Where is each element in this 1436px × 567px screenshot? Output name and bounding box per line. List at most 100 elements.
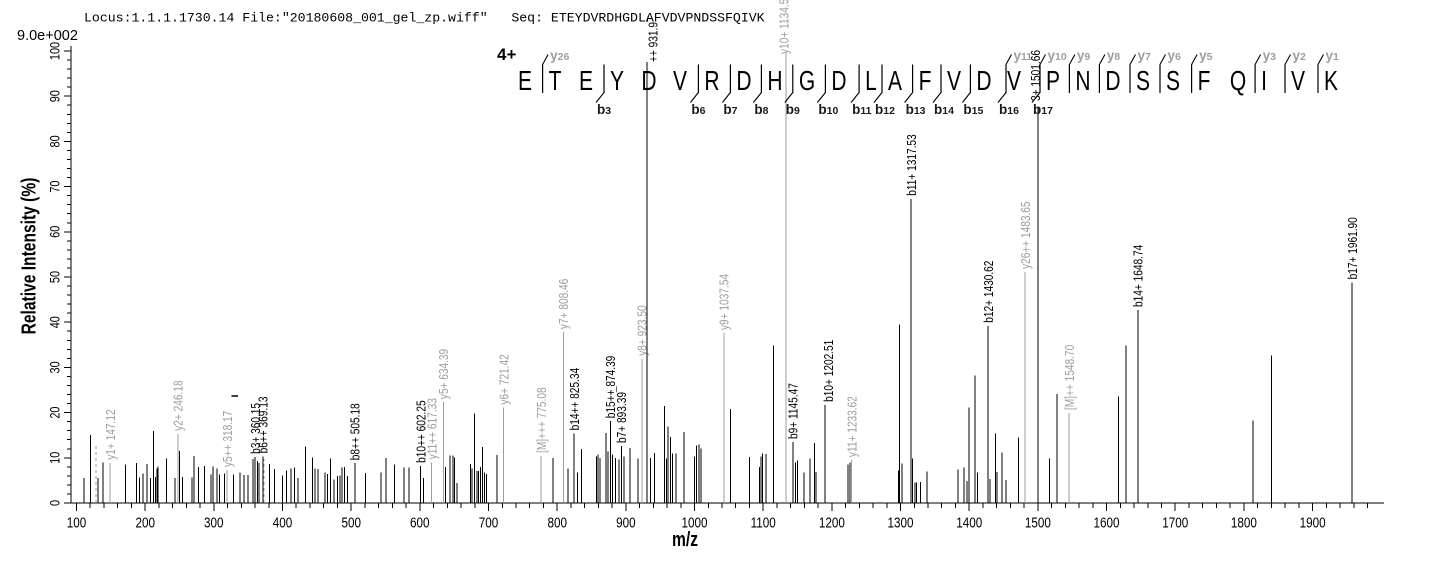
svg-text:40: 40 (47, 316, 63, 328)
svg-text:F: F (1198, 66, 1211, 97)
svg-text:4+: 4+ (497, 45, 516, 64)
svg-text:60: 60 (47, 226, 63, 238)
svg-text:D: D (736, 66, 751, 97)
svg-text:T: T (549, 66, 562, 97)
svg-text:400: 400 (273, 514, 293, 531)
svg-text:y6: y6 (1168, 48, 1182, 63)
svg-text:b14+ 1648.74: b14+ 1648.74 (1131, 244, 1145, 307)
svg-text:b10: b10 (818, 102, 838, 117)
svg-text:P: P (1046, 66, 1060, 97)
svg-text:y11: y11 (1014, 48, 1033, 63)
svg-text:1600: 1600 (1093, 514, 1119, 531)
svg-text:D: D (976, 66, 991, 97)
svg-text:y2+ 246.18: y2+ 246.18 (171, 380, 185, 430)
svg-text:F: F (919, 66, 932, 97)
svg-text:y7+ 808.46: y7+ 808.46 (557, 279, 571, 329)
svg-text:[M]+++ 775.08: [M]+++ 775.08 (535, 387, 549, 453)
svg-text:E: E (518, 66, 532, 97)
svg-text:y9+ 1037.54: y9+ 1037.54 (717, 274, 731, 330)
svg-text:y8: y8 (1107, 48, 1121, 63)
svg-text:m/z: m/z (672, 528, 698, 550)
svg-text:++ 931.9¯: ++ 931.9¯ (646, 16, 660, 62)
svg-text:b8: b8 (754, 102, 768, 117)
svg-text:30: 30 (47, 361, 63, 373)
svg-text:y1+ 147.12: y1+ 147.12 (104, 409, 118, 459)
svg-text:D: D (1105, 66, 1120, 97)
svg-text:b10++ 602.25: b10++ 602.25 (414, 400, 428, 463)
svg-text:200: 200 (135, 514, 155, 531)
svg-text:R: R (704, 66, 719, 97)
svg-text:0: 0 (47, 500, 63, 506)
svg-text:b13: b13 (906, 102, 926, 117)
svg-text:70: 70 (47, 181, 63, 193)
svg-text:20: 20 (47, 407, 63, 419)
svg-text:y5++ 318.17: y5++ 318.17 (221, 411, 235, 467)
svg-text:b12: b12 (875, 102, 895, 117)
svg-text:E: E (579, 66, 593, 97)
svg-text:1800: 1800 (1231, 514, 1257, 531)
svg-text:1400: 1400 (956, 514, 982, 531)
svg-text:b10+ 1202.51: b10+ 1202.51 (822, 340, 836, 402)
svg-text:y3: y3 (1263, 48, 1277, 63)
svg-text:9.0e+002: 9.0e+002 (17, 28, 78, 44)
svg-text:b15: b15 (963, 102, 983, 117)
svg-text:900: 900 (616, 514, 636, 531)
svg-text:y10: y10 (1048, 48, 1067, 63)
svg-text:Relative Intensity (%): Relative Intensity (%) (18, 178, 40, 335)
svg-text:I: I (1261, 66, 1267, 97)
svg-text:100: 100 (67, 514, 87, 531)
svg-text:G: G (799, 66, 815, 97)
svg-text:Locus:1.1.1.1730.14 File:"2018: Locus:1.1.1.1730.14 File:"20180608_001_g… (84, 11, 765, 26)
svg-text:1200: 1200 (819, 514, 845, 531)
svg-text:1000: 1000 (681, 514, 707, 531)
svg-text:V: V (673, 66, 687, 97)
svg-text:y9: y9 (1077, 48, 1091, 63)
svg-text:L: L (865, 66, 877, 97)
svg-text:1700: 1700 (1162, 514, 1188, 531)
svg-text:y7: y7 (1138, 48, 1152, 63)
svg-text:Q: Q (1230, 66, 1246, 97)
svg-text:N: N (1075, 66, 1090, 97)
svg-text:D: D (831, 66, 846, 97)
svg-text:800: 800 (547, 514, 567, 531)
svg-text:A: A (888, 66, 902, 97)
svg-text:y2: y2 (1293, 48, 1307, 63)
svg-text:V: V (947, 66, 961, 97)
svg-text:H: H (767, 66, 782, 97)
svg-text:y8+ 923.50: y8+ 923.50 (635, 305, 649, 356)
svg-text:y1: y1 (1326, 48, 1340, 63)
svg-text:1300: 1300 (887, 514, 913, 531)
svg-text:1100: 1100 (751, 514, 776, 531)
svg-text:10: 10 (47, 452, 63, 464)
svg-text:Y: Y (610, 66, 624, 97)
svg-text:50: 50 (47, 271, 63, 283)
svg-text:S: S (1166, 66, 1180, 97)
svg-text:[M]++ 1548.70: [M]++ 1548.70 (1063, 344, 1077, 410)
svg-text:S: S (1136, 66, 1150, 97)
svg-text:V: V (1291, 66, 1305, 97)
svg-text:b17: b17 (1033, 102, 1053, 117)
svg-text:90: 90 (47, 90, 63, 102)
svg-text:b11: b11 (852, 102, 872, 117)
svg-text:80: 80 (47, 135, 63, 147)
svg-text:b12+ 1430.62: b12+ 1430.62 (982, 261, 996, 323)
svg-text:b14++ 825.34: b14++ 825.34 (568, 367, 582, 430)
svg-text:600: 600 (410, 514, 430, 531)
svg-text:b15++ 874.39: b15++ 874.39 (604, 356, 618, 419)
svg-text:y5: y5 (1199, 48, 1213, 63)
svg-text:1900: 1900 (1300, 514, 1326, 531)
svg-text:b8++ 505.18: b8++ 505.18 (348, 403, 362, 460)
svg-text:y6+ 721.42: y6+ 721.42 (497, 354, 511, 404)
svg-text:D: D (641, 66, 656, 97)
svg-text:b7: b7 (723, 102, 737, 117)
svg-text:y10+ 1134.58: y10+ 1134.58 (777, 0, 791, 54)
svg-text:300: 300 (204, 514, 224, 531)
svg-text:b3+ 360.15: b3+ 360.15 (249, 403, 263, 454)
svg-text:b3: b3 (597, 102, 611, 117)
svg-text:500: 500 (341, 514, 361, 531)
svg-text:b9: b9 (786, 102, 800, 117)
svg-text:b16: b16 (999, 102, 1019, 117)
svg-text:b9+ 1145.47: b9+ 1145.47 (787, 383, 801, 439)
svg-text:y11++ 617.33: y11++ 617.33 (425, 398, 439, 459)
svg-text:700: 700 (479, 514, 499, 531)
